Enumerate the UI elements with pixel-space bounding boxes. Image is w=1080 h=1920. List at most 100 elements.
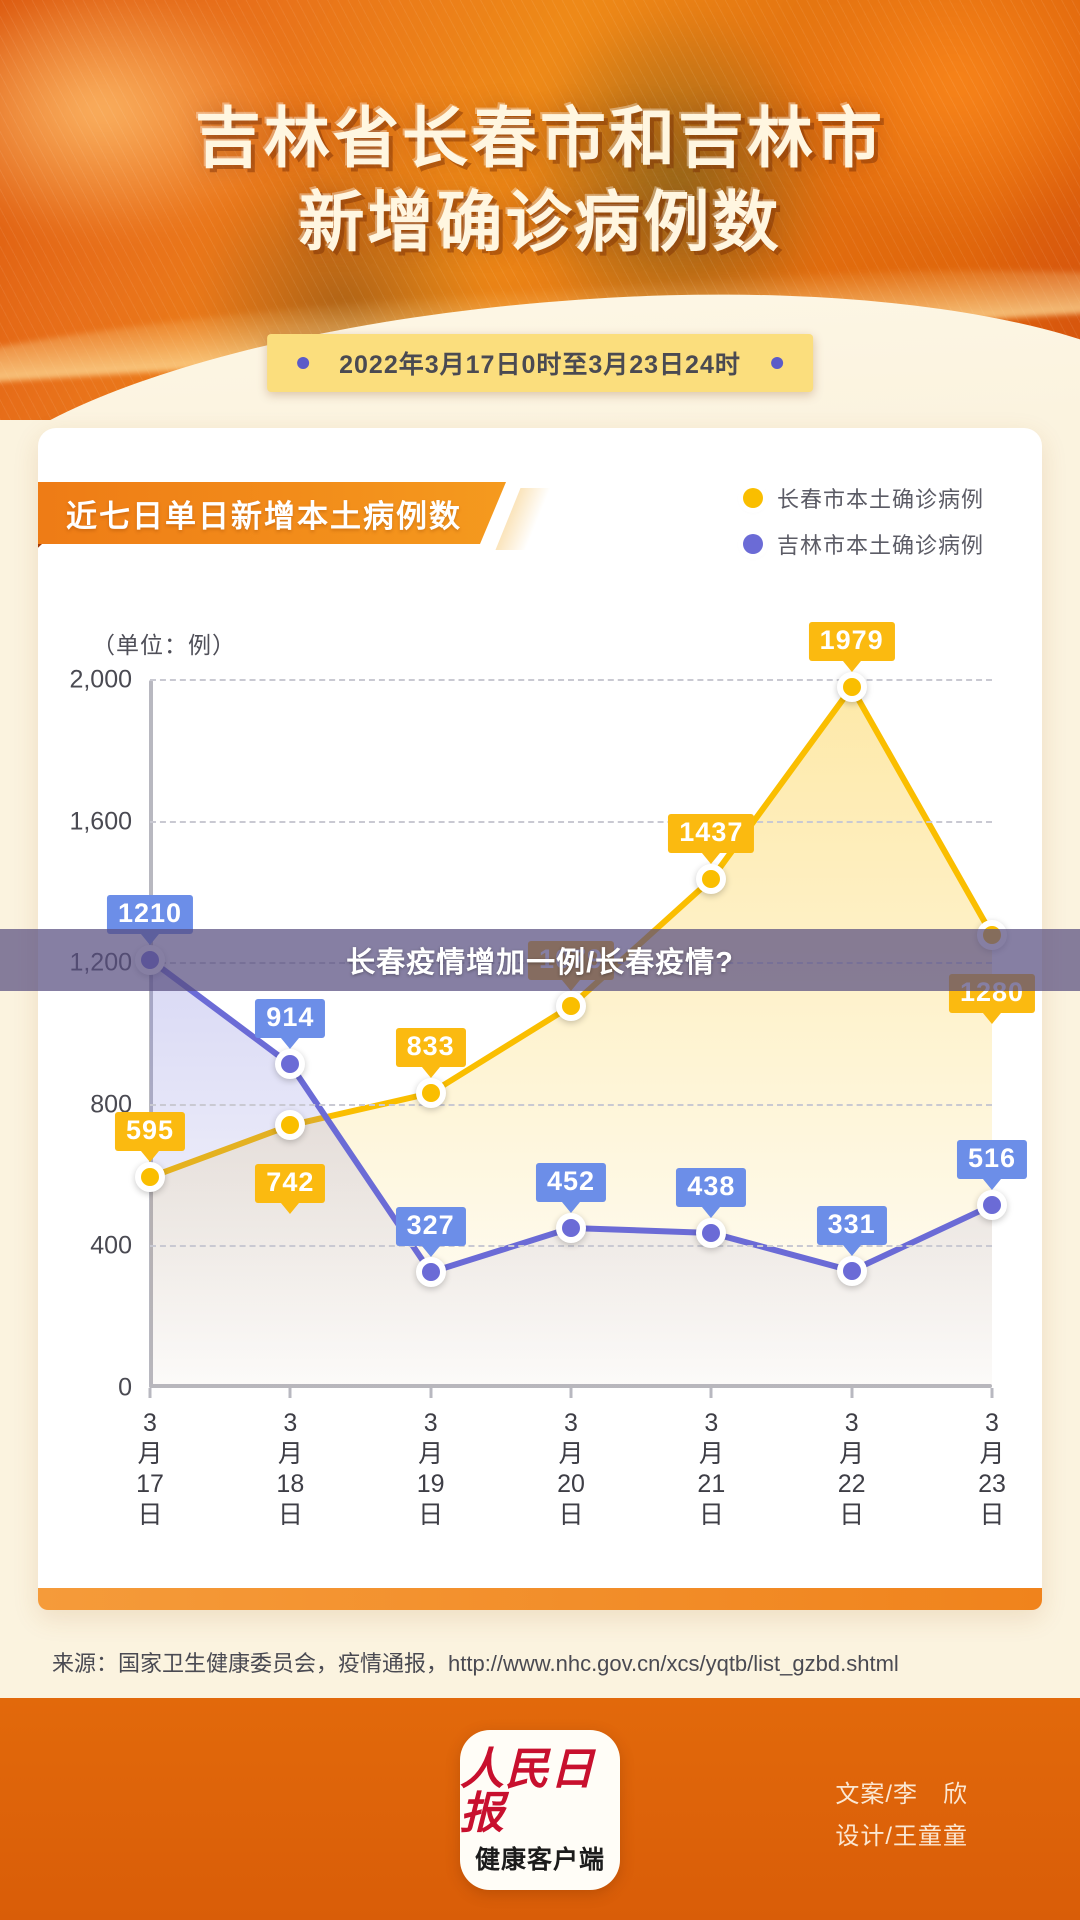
ribbon-shadow-decoration — [495, 488, 551, 550]
x-tick-char: 月 — [137, 1439, 163, 1468]
x-tick-char: 日 — [839, 1500, 865, 1529]
x-tick-char: 20 — [557, 1470, 585, 1498]
data-point-label: 1437 — [668, 814, 755, 854]
x-tick-char: 21 — [697, 1470, 726, 1498]
x-axis-tick-label: 3 月 17 日 — [136, 1408, 164, 1530]
x-tick-char: 23 — [978, 1470, 1006, 1498]
y-gridline — [150, 679, 992, 681]
data-point-marker — [135, 1162, 165, 1193]
card-bottom-accent-bar — [38, 1588, 1042, 1610]
x-axis-tick-mark — [429, 1388, 433, 1398]
x-tick-char: 日 — [558, 1500, 584, 1529]
x-axis-tick-label: 3 月 23 日 — [978, 1408, 1006, 1530]
data-point-label: 1979 — [808, 622, 895, 662]
x-tick-char: 22 — [837, 1470, 866, 1498]
x-axis-tick-label: 3 月 18 日 — [276, 1408, 304, 1530]
chart-title-ribbon: 近七日单日新增本土病例数 — [38, 482, 506, 544]
y-axis-tick-label: 400 — [90, 1231, 132, 1260]
data-point-marker — [556, 991, 586, 1022]
x-axis-tick-mark — [709, 1388, 713, 1398]
x-tick-char: 3 — [704, 1409, 719, 1437]
credit-designer: 设计/王童童 — [835, 1823, 968, 1850]
date-range-text: 2022年3月17日0时至3月23日24时 — [339, 351, 741, 379]
x-tick-char: 19 — [416, 1470, 445, 1498]
data-point-marker — [696, 864, 727, 895]
x-tick-char: 日 — [277, 1500, 303, 1529]
logo-subtitle-text: 健康客户端 — [474, 1845, 605, 1874]
data-point-label: 438 — [676, 1167, 747, 1207]
data-point-label: 1210 — [106, 894, 194, 934]
y-axis-unit-label: （单位：例） — [92, 632, 236, 658]
data-point-marker — [696, 1217, 727, 1248]
watermark-overlay-bar: 长春疫情增加一例/长春疫情? — [0, 929, 1080, 991]
page-footer: 人民日报 健康客户端 文案/李 欣 设计/王童童 — [0, 1698, 1080, 1920]
data-point-marker — [415, 1257, 446, 1288]
data-point-label: 327 — [395, 1207, 466, 1247]
publisher-logo: 人民日报 健康客户端 — [460, 1730, 620, 1890]
x-tick-char: 月 — [277, 1439, 303, 1468]
legend-dot-icon — [742, 534, 763, 554]
x-tick-char: 3 — [564, 1409, 578, 1437]
chart-plot-area: 04008001,2001,6002,0003月17日3月18日3月19日3月2… — [69, 622, 1036, 1529]
legend-item-label: 吉林市本土确诊病例 — [776, 533, 984, 558]
x-tick-char: 日 — [979, 1500, 1005, 1529]
watermark-overlay-text: 长春疫情增加一例/长春疫情? — [346, 947, 734, 979]
x-tick-char: 月 — [418, 1439, 444, 1468]
logo-masthead-text: 人民日报 — [460, 1744, 595, 1838]
x-tick-char: 3 — [143, 1409, 157, 1437]
chart-card: 近七日单日新增本土病例数 长春市本土确诊病例 吉林市本土确诊病例 （单位：例） 0… — [38, 428, 1042, 1610]
bullet-dot-left-icon — [297, 357, 310, 369]
title-line-1: 吉林省长春市和吉林市 — [195, 101, 885, 175]
y-axis-tick-label: 0 — [118, 1373, 132, 1402]
x-axis-tick-label: 3 月 20 日 — [557, 1408, 585, 1530]
x-tick-char: 月 — [979, 1439, 1005, 1468]
x-tick-char: 17 — [136, 1470, 164, 1498]
y-gridline — [150, 1103, 992, 1106]
x-axis-tick-mark — [569, 1388, 573, 1398]
data-point-marker — [415, 1078, 446, 1109]
x-tick-char: 月 — [839, 1439, 865, 1468]
legend-item-0: 长春市本土确诊病例 — [742, 482, 984, 514]
page-title: 吉林省长春市和吉林市 新增确诊病例数 — [0, 96, 1080, 265]
x-tick-char: 日 — [418, 1500, 444, 1529]
data-point-label: 595 — [114, 1112, 186, 1152]
data-point-marker — [556, 1212, 586, 1243]
x-tick-char: 3 — [283, 1409, 298, 1437]
x-axis-tick-mark — [288, 1388, 292, 1398]
legend-item-1: 吉林市本土确诊病例 — [742, 528, 984, 560]
x-axis-tick-label: 3 月 21 日 — [697, 1408, 725, 1530]
chart-legend: 长春市本土确诊病例 吉林市本土确诊病例 — [742, 482, 984, 574]
x-axis-tick-label: 3 月 19 日 — [417, 1408, 445, 1530]
legend-item-label: 长春市本土确诊病例 — [776, 487, 984, 512]
data-point-marker — [275, 1110, 306, 1141]
series-area-1 — [150, 959, 992, 1388]
x-axis-tick-mark — [990, 1388, 994, 1398]
x-axis-tick-label: 3 月 22 日 — [838, 1408, 866, 1530]
data-point-label: 914 — [255, 999, 326, 1039]
data-point-marker — [275, 1049, 306, 1080]
y-gridline — [150, 1245, 992, 1248]
credit-writer: 文案/李 欣 — [835, 1781, 968, 1808]
x-tick-char: 月 — [558, 1439, 584, 1468]
data-point-marker — [836, 1255, 867, 1286]
y-axis-tick-label: 1,600 — [69, 807, 132, 836]
x-tick-char: 日 — [137, 1500, 163, 1529]
x-tick-char: 月 — [698, 1439, 724, 1468]
data-point-label: 833 — [395, 1028, 466, 1068]
x-tick-char: 日 — [698, 1500, 724, 1529]
data-point-marker — [836, 672, 867, 703]
data-point-label: 742 — [255, 1164, 326, 1204]
x-tick-char: 3 — [844, 1409, 859, 1437]
x-axis-tick-mark — [148, 1388, 152, 1398]
x-tick-char: 18 — [276, 1470, 305, 1498]
legend-dot-icon — [742, 488, 763, 508]
data-point-label: 452 — [535, 1162, 607, 1202]
data-point-label: 516 — [956, 1140, 1028, 1180]
chart-plot-inner: 04008001,2001,6002,0003月17日3月18日3月19日3月2… — [69, 622, 1036, 1529]
y-gridline — [150, 820, 992, 823]
ribbon-tail-decoration — [38, 544, 42, 568]
x-tick-char: 3 — [985, 1409, 999, 1437]
data-point-label: 331 — [816, 1205, 887, 1245]
credits-block: 文案/李 欣 设计/王童童 — [835, 1774, 968, 1858]
hero-banner — [0, 0, 1080, 420]
